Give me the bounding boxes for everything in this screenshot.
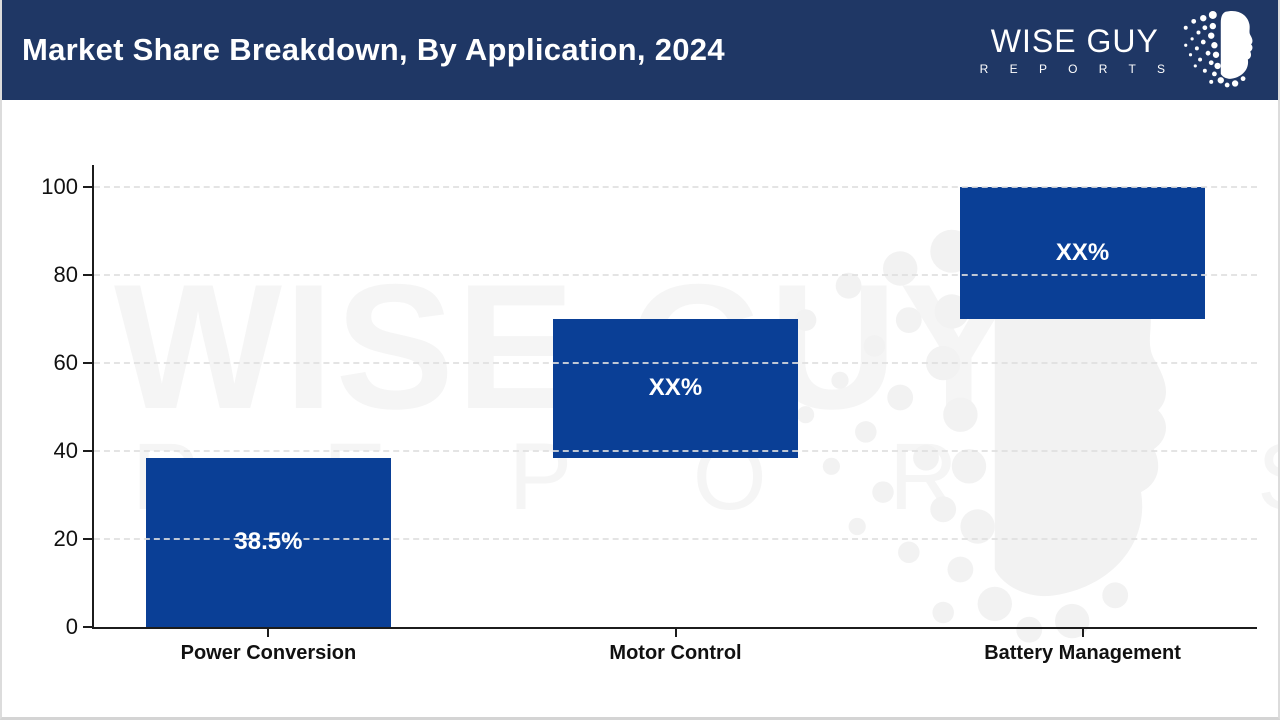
xtick-mark-1 [267, 629, 270, 637]
chart-area: WISE GUY R E P O R T S 38.5% XX% XX% 0 20 40 6… [2, 100, 1278, 717]
gridline-80 [94, 274, 1257, 276]
gridline-100 [94, 186, 1257, 188]
bar-3 [960, 187, 1205, 319]
xtick-mark-3 [1081, 629, 1084, 637]
bar-2 [553, 319, 798, 458]
ytick-label-20: 20 [53, 526, 78, 551]
plot: 38.5% XX% XX% 0 20 40 60 80 100 Power Conversion M… [41, 165, 1257, 664]
bar-value-label: XX% [648, 374, 703, 402]
bar-1 [146, 457, 391, 627]
ytick-label-100: 100 [41, 174, 78, 199]
gridline-60 [94, 362, 1257, 364]
ytick-mark-100 [83, 186, 92, 188]
ytick-label-60: 60 [53, 350, 78, 375]
wiseguy-logo: WISE GUY R E P O R T S [976, 7, 1256, 93]
page-title: Market Share Breakdown, By Application, … [22, 32, 725, 67]
wiseguy-logo-text: WISE GUY R E P O R T S [976, 25, 1174, 76]
header: Market Share Breakdown, By Application, … [2, 0, 1278, 100]
ytick-label-80: 80 [53, 262, 78, 287]
gridline-40 [94, 450, 1257, 452]
ytick-mark-0 [83, 626, 92, 628]
ytick-label-40: 40 [53, 438, 78, 463]
category-label: Power Conversion [180, 642, 357, 664]
ytick-mark-20 [83, 538, 92, 540]
ytick-mark-80 [83, 274, 92, 276]
bar-value-label: 38.5% [234, 528, 303, 556]
ytick-label-0: 0 [65, 614, 78, 639]
xtick-mark-2 [674, 629, 677, 637]
logo-wordmark: WISE GUY [990, 22, 1159, 59]
logo-subtext: R E P O R T S [979, 61, 1174, 76]
category-label: Battery Management [984, 642, 1181, 664]
ytick-mark-60 [83, 362, 92, 364]
wiseguy-head-icon [1176, 7, 1256, 93]
bar-value-label: XX% [1055, 239, 1110, 266]
category-label: Motor Control [609, 642, 742, 664]
ytick-mark-40 [83, 450, 92, 452]
gridline-20 [94, 538, 1257, 540]
